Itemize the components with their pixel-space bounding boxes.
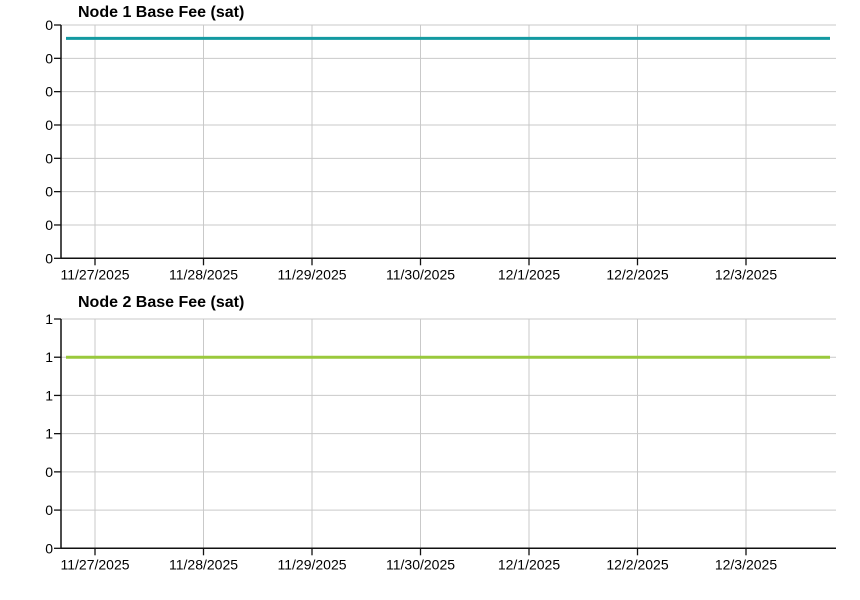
x-tick-label: 11/30/2025 [386, 266, 455, 282]
y-tick-label: 1 [45, 311, 53, 327]
x-tick-label: 12/3/2025 [715, 266, 777, 282]
y-tick-label: 1 [45, 387, 53, 403]
x-tick-label: 11/28/2025 [169, 266, 238, 282]
x-tick-label: 11/28/2025 [169, 556, 238, 572]
gridlines [61, 318, 836, 549]
node1-base-fee-chart: Node 1 Base Fee (sat) 0 0 0 0 0 0 0 0 11/27/2025… [0, 0, 860, 290]
y-tick-label: 0 [45, 250, 53, 266]
y-tick-label: 0 [45, 150, 53, 166]
x-tick-label: 12/3/2025 [715, 556, 777, 572]
node1-chart-title: Node 1 Base Fee (sat) [78, 4, 245, 21]
y-tick-label: 0 [45, 217, 53, 233]
tick-marks [54, 318, 747, 556]
y-tick-label: 1 [45, 349, 53, 365]
y-tick-label: 0 [45, 17, 53, 33]
x-tick-label: 11/29/2025 [277, 266, 346, 282]
x-tick-labels: 11/27/2025 11/28/2025 11/29/2025 11/30/2025… [60, 556, 777, 572]
x-tick-label: 12/2/2025 [606, 266, 668, 282]
tick-marks [54, 24, 747, 266]
y-tick-label: 0 [45, 464, 53, 480]
node2-base-fee-chart: Node 2 Base Fee (sat) 1 1 1 1 0 0 0 11/27/2025 1… [0, 290, 860, 600]
x-tick-label: 12/2/2025 [606, 556, 668, 572]
node2-chart-title: Node 2 Base Fee (sat) [78, 294, 245, 311]
y-tick-label: 0 [45, 117, 53, 133]
y-tick-labels: 0 0 0 0 0 0 0 0 [45, 17, 53, 266]
x-tick-label: 12/1/2025 [498, 266, 560, 282]
y-tick-label: 1 [45, 426, 53, 442]
x-tick-label: 11/27/2025 [60, 556, 129, 572]
gridlines [61, 24, 836, 259]
y-tick-label: 0 [45, 84, 53, 100]
y-tick-label: 0 [45, 184, 53, 200]
y-tick-label: 0 [45, 502, 53, 518]
axes [60, 25, 836, 260]
y-tick-labels: 1 1 1 1 0 0 0 [45, 311, 53, 556]
x-tick-label: 11/29/2025 [277, 556, 346, 572]
x-tick-labels: 11/27/2025 11/28/2025 11/29/2025 11/30/2025… [60, 266, 777, 282]
y-tick-label: 0 [45, 50, 53, 66]
x-tick-label: 11/27/2025 [60, 266, 129, 282]
x-tick-label: 11/30/2025 [386, 556, 455, 572]
x-tick-label: 12/1/2025 [498, 556, 560, 572]
y-tick-label: 0 [45, 540, 53, 556]
